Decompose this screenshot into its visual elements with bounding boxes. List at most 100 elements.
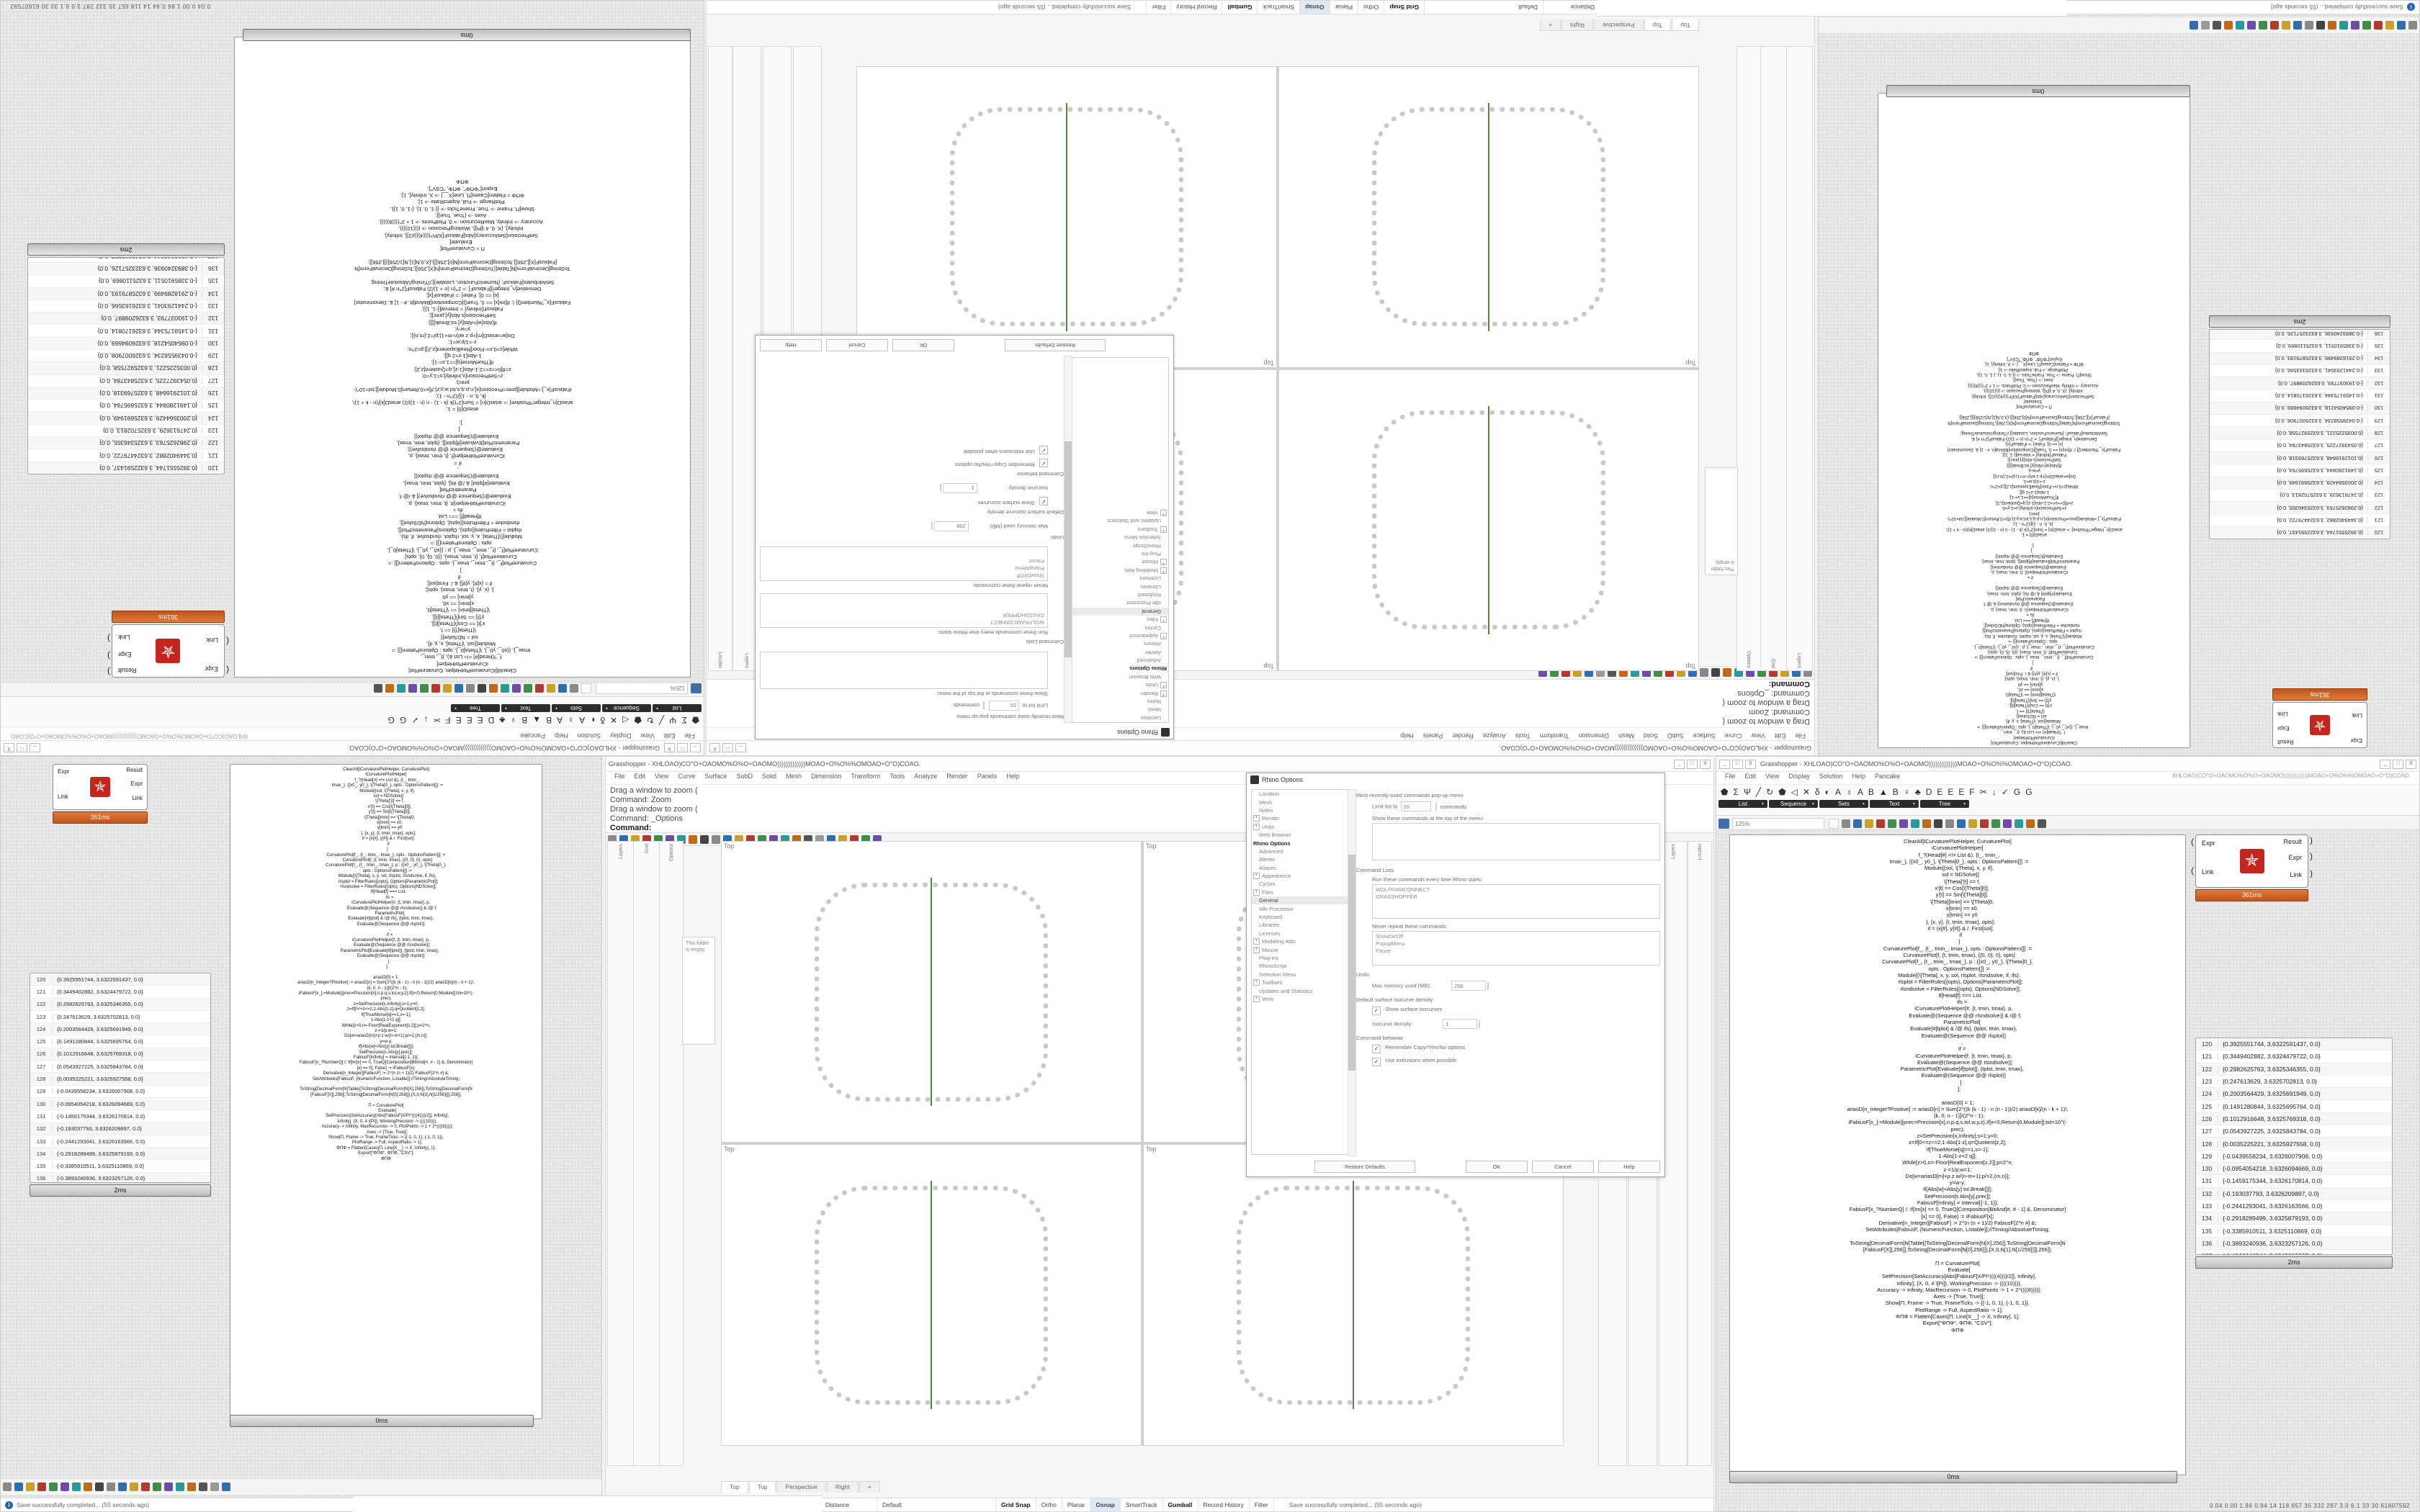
table-row[interactable]: 134 {-0.2918289499, 3.6325879193, 0.0}	[30, 1148, 210, 1161]
table-row[interactable]: 121 {0.3449402882, 3.6324479722, 0.0}	[2210, 513, 2390, 526]
rhino-right-edge-strip[interactable]: Locatio	[1688, 841, 1712, 1466]
table-row[interactable]: 131 {-0.1459175344, 3.6326170814, 0.0}	[2210, 389, 2390, 402]
max-memory-spinner[interactable]	[931, 522, 933, 531]
gh-tool-icon-0[interactable]	[1842, 819, 1850, 828]
gh-component-icon-20[interactable]: E	[1948, 787, 1954, 797]
gh-tab-sets[interactable]: Sets	[1819, 800, 1868, 808]
gh-toolbar-icon-15[interactable]	[176, 1482, 184, 1491]
gh-component-icon-10[interactable]: A	[579, 715, 586, 725]
options-tree-item-rhinoscript[interactable]: RhinoScript	[1259, 963, 1287, 970]
viewport-label[interactable]: Top	[1263, 359, 1274, 366]
viewport-bottom-right[interactable]: Top	[856, 66, 1277, 368]
use-extrusions-checkbox[interactable]: ✓	[1039, 446, 1048, 454]
restore-defaults-button[interactable]: Restore Defaults	[1005, 339, 1106, 351]
gh-toolbar-icon-4[interactable]	[49, 1482, 58, 1491]
gh-tool-icon-7[interactable]	[489, 684, 498, 693]
menu-item-dimension[interactable]: Dimension	[1578, 732, 1610, 739]
gh-component-icon-26[interactable]: G	[2013, 787, 2021, 797]
dialog-title-bar[interactable]: Rhino Options	[1247, 773, 1664, 786]
gh-secondary-toolbar[interactable]	[1, 1479, 601, 1495]
output-port-handle[interactable]: )	[107, 667, 110, 677]
table-row[interactable]: 122 {0.2982625763, 3.6325346355, 0.0}	[2210, 501, 2390, 514]
scroll-thumb[interactable]	[1065, 441, 1072, 657]
ok-button[interactable]: OK	[1466, 1161, 1528, 1173]
gh-secondary-canvas[interactable]: ClearAll[iCurvaturePlotHelper, Curvature…	[1819, 1, 2419, 755]
viewport-bottom-left[interactable]: Top	[1278, 66, 1699, 368]
gh-window-controls-left[interactable]: _ □ X	[664, 743, 701, 753]
toolbar-icon-9[interactable]	[712, 834, 720, 844]
options-tree-item-keyboard[interactable]: Keyboard	[1259, 914, 1283, 921]
table-row[interactable]: 126 {0.1012916648, 3.6325769318, 0.0}	[2196, 1112, 2392, 1126]
viewport-label[interactable]: Top	[1685, 359, 1696, 366]
viewport-tab-bar[interactable]: Top Top Perspective Right +	[1540, 19, 1699, 31]
gh-tool-icon-4[interactable]	[1888, 819, 1896, 828]
gh-component-icon-3[interactable]: ╱	[658, 715, 665, 725]
gh-toolbar-icon-8[interactable]	[95, 1482, 104, 1491]
gh-secondary-toolbar[interactable]	[1819, 17, 2419, 33]
gh-tool-icon-11[interactable]	[443, 684, 452, 693]
menu-item-render[interactable]: Render	[946, 773, 968, 780]
options-tree-item-aliases[interactable]: Aliases	[1259, 864, 1277, 871]
table-row[interactable]: 131 {-0.1459175344, 3.6326170814, 0.0}	[28, 324, 224, 337]
cancel-button[interactable]: Cancel	[1532, 1161, 1594, 1173]
menu-item-help[interactable]: Help	[1006, 773, 1020, 780]
status-toggle-gumball[interactable]: Gumball	[1222, 1, 1258, 14]
gh-toolbar-icon-7[interactable]	[84, 1482, 92, 1491]
menu-item-analyze[interactable]: Analyze	[914, 773, 938, 780]
status-toggle-filter[interactable]: Filter	[1250, 1498, 1274, 1511]
gh-component-icon-18[interactable]: D	[488, 715, 495, 725]
rhino-left-tools-strip[interactable]: Grid	[633, 841, 660, 1466]
max-memory-input[interactable]: 256	[1451, 981, 1487, 991]
gh-tool-icon-5[interactable]	[512, 684, 521, 693]
gh-component-icon-21[interactable]: E	[1958, 787, 1965, 797]
table-row[interactable]: 135 {-0.3385910511, 3.6325110869, 0.0}	[30, 1160, 210, 1173]
gh-component-icon-20[interactable]: E	[466, 715, 472, 725]
gh-tool-icon-2[interactable]	[1865, 819, 1873, 828]
table-row[interactable]: 120 {0.3925551744, 3.6322591437, 0.0}	[30, 973, 210, 986]
wolfram-evaluate-component[interactable]: Expr Link Result Expr Link ✯ ( ( ) ) )	[2191, 834, 2313, 888]
gh-tab-sets[interactable]: Sets	[552, 704, 601, 712]
table-row[interactable]: 127 {0.0543927225, 3.6325843784, 0.0}	[2210, 438, 2390, 451]
gh-component-icon-1[interactable]: Σ	[681, 715, 687, 725]
gh-toolbar-icon-2[interactable]	[2385, 21, 2394, 30]
ok-button[interactable]: OK	[892, 339, 954, 351]
status-layer[interactable]: Default	[1424, 1, 1543, 14]
gh-tool-icon-3[interactable]	[535, 684, 544, 693]
gh-component-icon-7[interactable]: ✕	[1802, 787, 1810, 797]
gh-component-icon-10[interactable]: A	[1834, 787, 1841, 797]
table-row[interactable]: 123 {0.247613629, 3.6325702813, 0.0}	[28, 423, 224, 437]
table-row[interactable]: 136 {-0.3893240936, 3.6323257126, 0.0}	[2210, 329, 2390, 340]
gh-menu-item-solution[interactable]: Solution	[577, 732, 601, 739]
options-tree-item-advanced[interactable]: Advanced	[1259, 847, 1283, 855]
menu-item-mesh[interactable]: Mesh	[785, 773, 802, 780]
gh-toolbar-icon-5[interactable]	[60, 1482, 69, 1491]
toolbar-icon-7[interactable]	[689, 834, 697, 844]
options-tree-item-mouse[interactable]: Mouse	[1067, 558, 1168, 566]
rhino-right-edge-strip[interactable]: Locatio	[708, 46, 732, 671]
gh-menu-bar[interactable]: File Edit View Display Solution Help Pancake X…	[1716, 772, 2419, 785]
maximize-icon[interactable]: □	[1732, 759, 1743, 769]
gh-toolbar-icon-18[interactable]	[210, 1482, 219, 1491]
table-row[interactable]: 123 {0.247613629, 3.6325702813, 0.0}	[2210, 488, 2390, 502]
gh-tool-icon-15[interactable]	[397, 684, 405, 693]
gh-component-icon-21[interactable]: E	[455, 715, 462, 725]
isocurve-density-input[interactable]: 1	[1443, 1019, 1478, 1029]
gh-tool-icon-17[interactable]	[2038, 819, 2046, 828]
options-tree-item-units[interactable]: Units	[1067, 681, 1168, 689]
viewport-label[interactable]: Top	[724, 842, 735, 850]
options-tree-item-cycles[interactable]: Cycles	[1144, 624, 1161, 631]
options-tree-item-web-browser[interactable]: Web Browser	[1259, 832, 1291, 839]
table-row[interactable]: 120 {0.3925551744, 3.6322591437, 0.0}	[2210, 526, 2390, 539]
status-toggle-planar[interactable]: Planar	[1062, 1498, 1091, 1511]
table-row[interactable]: 130 {-0.0954054218, 3.6326094669, 0.0}	[28, 336, 224, 350]
toolbar-icon-9[interactable]	[1700, 668, 1708, 678]
table-row[interactable]: 126 {0.1012916648, 3.6325769318, 0.0}	[30, 1048, 210, 1061]
table-row[interactable]: 137{-0.4366640544, 3.6249882257, 0.0}	[28, 257, 224, 262]
rhino-left-tools-strip[interactable]: Grid	[1760, 46, 1787, 671]
options-tree-item-mesh[interactable]: Mesh	[1147, 706, 1161, 714]
show-isocurves-checkbox[interactable]: ✓	[1039, 497, 1048, 505]
table-row[interactable]: 128 {0.0035225221, 3.6325927558, 0.0}	[28, 361, 224, 374]
menu-item-edit[interactable]: Edit	[1774, 732, 1786, 739]
table-row[interactable]: 126 {0.1012916648, 3.6325769318, 0.0}	[2210, 451, 2390, 464]
